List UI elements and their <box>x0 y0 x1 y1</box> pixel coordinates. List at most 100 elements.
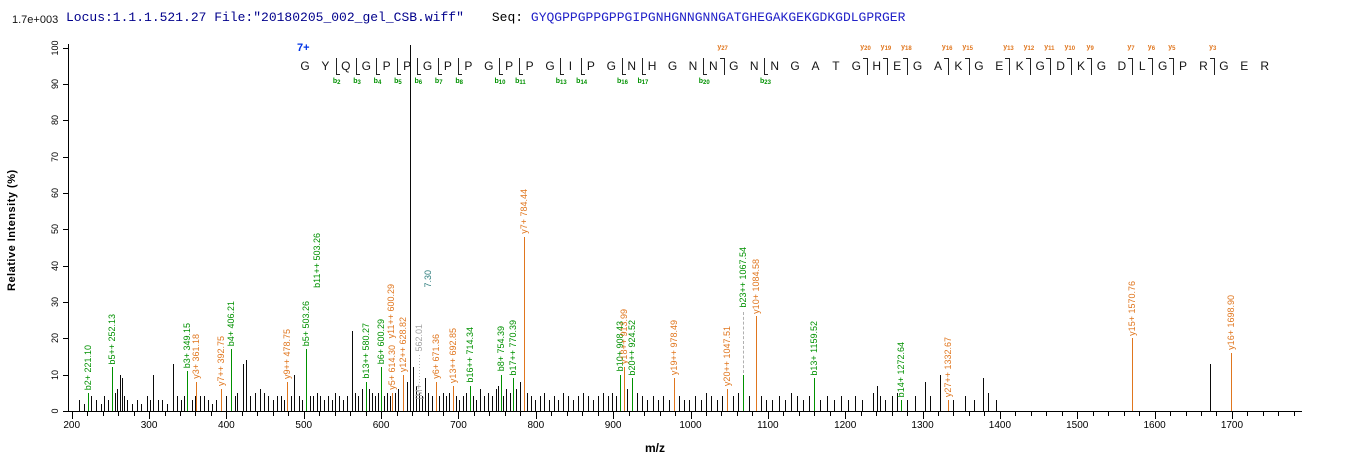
x-tick <box>1139 412 1141 416</box>
spectrum-peak <box>505 389 507 411</box>
x-tick <box>334 412 336 416</box>
fragment-peak-b13++ <box>365 381 367 411</box>
spectrum-peak <box>406 381 408 411</box>
x-tick <box>458 412 460 419</box>
spectrum-peak <box>700 400 702 411</box>
x-tick <box>87 412 89 416</box>
fragment-peak-b23++ <box>742 374 744 411</box>
peak-label-y19++: y19++ 978.49 <box>668 320 679 376</box>
spectrum-peak <box>245 360 247 411</box>
spectrum-peak <box>259 389 261 411</box>
spectrum-peak <box>302 400 304 411</box>
fragment-peak-b20++ <box>632 378 634 411</box>
y-tick-label: 60 <box>50 187 60 198</box>
x-tick <box>659 412 661 416</box>
peak-label-y6+: y6+ 671.36 <box>431 334 442 379</box>
spectrum-peak <box>194 396 196 411</box>
sequence-residue: H <box>647 59 657 73</box>
b-cleavage-arm <box>764 74 769 75</box>
sequence-residue: K <box>1015 59 1024 73</box>
sequence-residue: G <box>667 59 678 73</box>
b-ion-marker: b8 <box>455 78 463 86</box>
sequence-residue: D <box>1056 59 1065 73</box>
x-tick <box>350 412 352 416</box>
x-axis-title: m/z <box>645 441 666 455</box>
spectrum-peak <box>509 392 511 411</box>
spectrum-peak <box>225 396 227 411</box>
spectrum-peak <box>242 363 244 411</box>
spectrum-peak <box>211 403 213 411</box>
fragment-peak-b5++ <box>112 367 114 411</box>
spectrum-peak <box>234 396 236 411</box>
spectrum-peak <box>183 396 185 411</box>
y-axis-title: Relative Intensity (%) <box>6 169 18 291</box>
y-tick-label: 10 <box>50 369 60 380</box>
sequence-residue: N <box>770 59 779 73</box>
spectrum-peak <box>91 396 93 411</box>
spectrum-peak <box>79 400 81 411</box>
x-tick-label: 1300 <box>911 420 934 431</box>
peak-label-b2+: b2+ 221.10 <box>83 344 94 390</box>
spectrum-peak <box>924 381 926 411</box>
peak-label-y3+: y3+ 361.18 <box>191 334 202 379</box>
cleavage-mark <box>417 58 419 75</box>
spectrum-peak <box>371 392 373 411</box>
sequence-residue: Q <box>341 59 351 73</box>
x-tick <box>953 412 955 416</box>
spectrum-peak <box>398 389 400 411</box>
y-tick <box>63 301 68 303</box>
peak-label-y15+: y15+ 1570.76 <box>1126 280 1137 336</box>
x-tick-label: 600 <box>372 420 390 431</box>
x-tick <box>752 412 754 416</box>
x-tick <box>1201 412 1202 416</box>
x-tick-label: 1600 <box>1143 420 1166 431</box>
x-tick <box>412 412 414 416</box>
locus-file-text: Locus:1.1.1.521.27 File:"20180205_002_ge… <box>66 10 464 25</box>
x-tick <box>1092 412 1094 416</box>
spectrum-peak <box>127 400 129 411</box>
fragment-peak-y5+ <box>392 392 394 411</box>
spectrum-peak <box>833 400 835 411</box>
spectrum-peak <box>132 403 134 411</box>
spectrum-peak <box>374 396 376 411</box>
peak-label-b17++: b17++ 770.39 <box>507 319 518 376</box>
fragment-peak-y9++ <box>287 381 289 411</box>
x-tick <box>705 412 707 416</box>
spectrum-peak <box>280 396 282 411</box>
spectrum-peak <box>191 400 193 411</box>
x-tick <box>675 412 677 416</box>
y-tick <box>63 156 68 158</box>
sequence-residue: E <box>1240 59 1249 73</box>
spectrum-peak <box>104 396 106 411</box>
spectrum-peak <box>152 374 154 411</box>
sequence-residue: A <box>934 59 943 73</box>
sequence-residue: G <box>912 59 923 73</box>
x-tick <box>1293 412 1295 416</box>
y-tick-label: 0 <box>50 408 60 414</box>
y-cleavage-arm <box>903 58 908 59</box>
x-tick <box>1247 412 1249 416</box>
spectrum-peak <box>572 400 574 411</box>
spectrum-peak <box>784 400 786 411</box>
x-tick <box>767 412 769 419</box>
y-ion-marker: y16 <box>941 44 953 52</box>
b-cleavage-arm <box>458 74 463 75</box>
y-cleavage-arm <box>719 58 724 59</box>
spectrum-peak <box>733 396 735 411</box>
x-tick <box>102 412 104 416</box>
cleavage-mark <box>1070 58 1072 75</box>
x-tick <box>118 412 120 416</box>
sequence-residue: N <box>709 59 718 73</box>
x-tick <box>272 412 274 416</box>
spectrum-peak <box>588 396 590 411</box>
spectrum-peak <box>335 392 337 411</box>
spectrum-peak <box>463 396 465 411</box>
sequence-residue: G <box>1219 59 1229 73</box>
x-tick-label: 1500 <box>1066 420 1089 431</box>
spectrum-peak <box>820 400 822 411</box>
y-cleavage-arm <box>1168 58 1173 59</box>
spectrum-peak <box>627 389 629 411</box>
peak-label-y27++: y27++ 1332.67 <box>942 337 953 398</box>
x-tick <box>613 412 615 419</box>
spectrum-peak <box>422 396 424 411</box>
